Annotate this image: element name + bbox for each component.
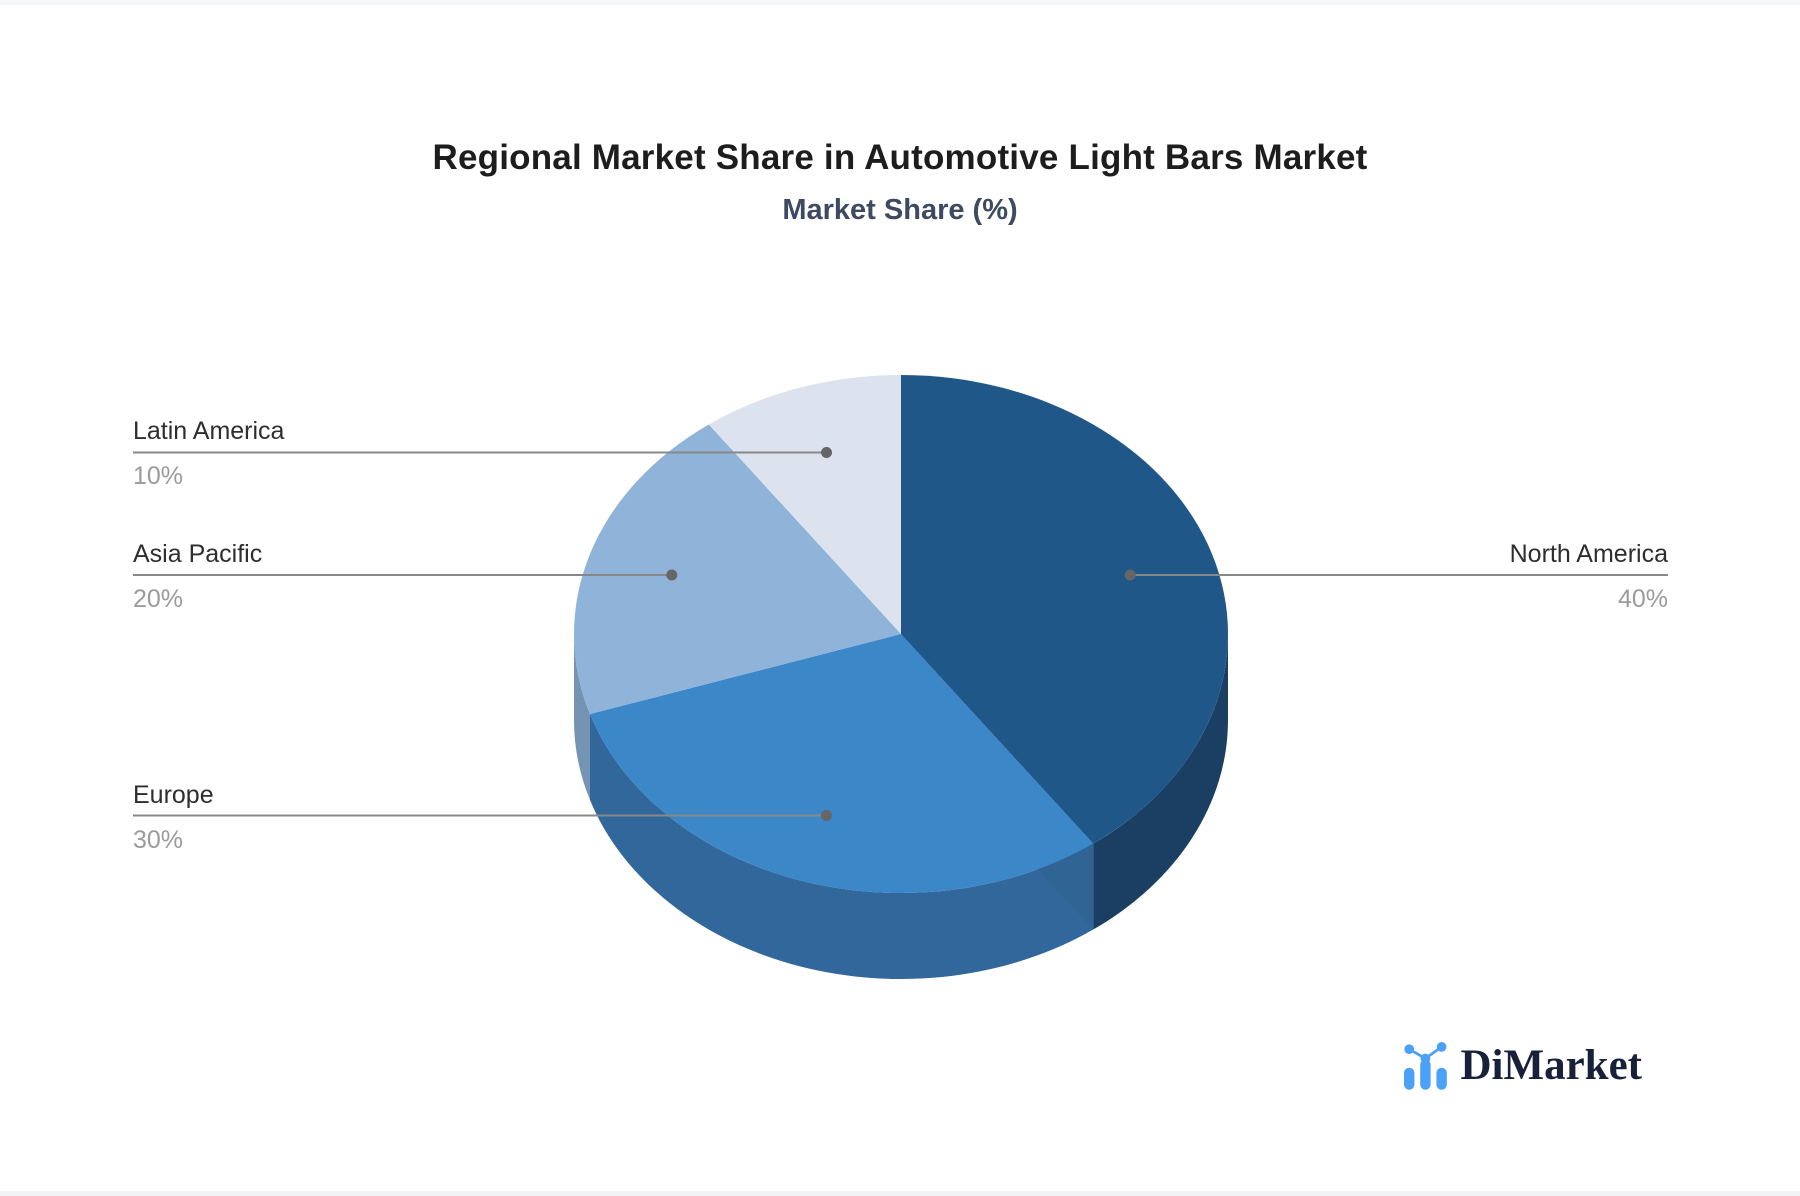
slice-name: Latin America: [133, 417, 285, 445]
slice-name: Asia Pacific: [133, 540, 263, 568]
pie-slice-asia-pacific[interactable]: [573, 424, 901, 715]
pie-side-europe: [590, 714, 1094, 980]
connector-dot-asia-pacific: [666, 569, 678, 581]
bar-line-chart-logo-icon: [1403, 1042, 1447, 1090]
chart-subtitle: Market Share (%): [782, 194, 1018, 226]
dimarket-logo[interactable]: DiMarket: [1403, 1041, 1643, 1090]
connector-dot-europe: [821, 810, 833, 822]
bottom-edge-band: [0, 1191, 1800, 1196]
slice-percent: 20%: [133, 585, 184, 613]
pie-slice-north-america[interactable]: [901, 375, 1229, 844]
logo-text: DiMarket: [1460, 1041, 1643, 1089]
connector-dot-north-america: [1124, 569, 1136, 581]
slice-percent: 10%: [133, 462, 184, 490]
pie-side-north-america: [1093, 634, 1228, 930]
slice-percent: 30%: [133, 826, 184, 854]
top-edge-band: [0, 0, 1800, 5]
slice-name: North America: [1509, 540, 1668, 568]
pie-slice-europe[interactable]: [590, 634, 1094, 894]
slice-percent: 40%: [1617, 585, 1668, 613]
pie-side-asia-pacific: [574, 634, 590, 801]
slice-name: Europe: [133, 781, 214, 809]
connector-dot-latin-america: [821, 446, 833, 458]
chart-title: Regional Market Share in Automotive Ligh…: [432, 138, 1368, 177]
pie-slice-latin-america[interactable]: [708, 375, 901, 634]
